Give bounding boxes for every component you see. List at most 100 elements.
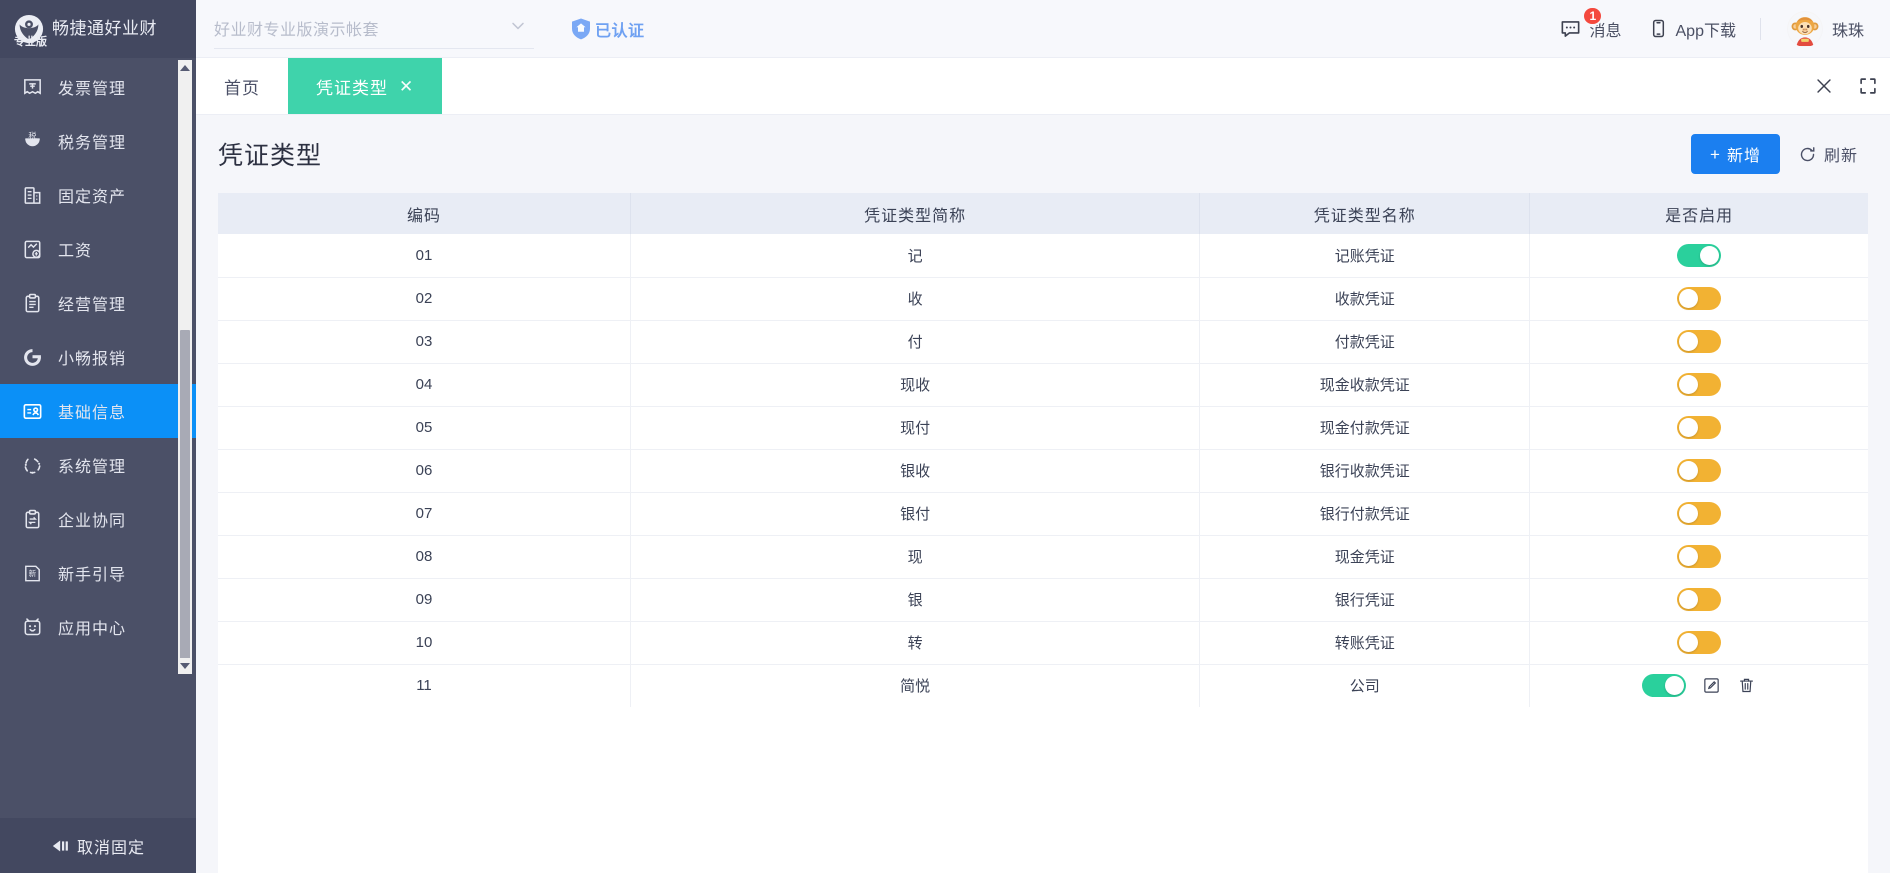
fullscreen-button[interactable] [1846, 58, 1890, 114]
tabbar-actions [1802, 58, 1890, 114]
tab-home[interactable]: 首页 [196, 58, 288, 114]
cell-name: 银行收款凭证 [1199, 449, 1531, 493]
cell-code: 04 [218, 363, 631, 407]
sidebar-item-system[interactable]: 系统管理 [0, 438, 196, 492]
delete-icon[interactable] [1737, 676, 1756, 695]
scroll-up-arrow-icon[interactable] [178, 60, 192, 76]
cell-enable [1529, 406, 1868, 450]
table-row[interactable]: 11 简悦 公司 [218, 664, 1868, 707]
cell-code: 10 [218, 621, 631, 665]
table-header-row: 编码 凭证类型简称 凭证类型名称 是否启用 [218, 193, 1868, 234]
sidebar-item-operations[interactable]: 经营管理 [0, 276, 196, 330]
table-row[interactable]: 10 转转账凭证 [218, 621, 1868, 665]
cell-name: 银行付款凭证 [1199, 492, 1531, 536]
sidebar-item-label: 税务管理 [58, 135, 127, 152]
enable-toggle[interactable] [1677, 330, 1722, 353]
enable-toggle[interactable] [1642, 674, 1687, 698]
close-all-tabs-button[interactable] [1802, 58, 1846, 114]
cell-enable [1529, 578, 1868, 622]
user-menu[interactable]: 珠珠 [1786, 10, 1864, 47]
table-row[interactable]: 07 银付 银行付款凭证 [218, 492, 1868, 536]
cell-abbr: 简悦 [630, 664, 1201, 707]
enable-toggle[interactable] [1677, 243, 1722, 267]
table-row[interactable]: 05 现付 现金付款凭证 [218, 406, 1868, 450]
sidebar-item-payroll[interactable]: 工资 [0, 222, 196, 276]
close-icon[interactable]: ✕ [399, 76, 415, 96]
column-header-name[interactable]: 凭证类型名称 [1199, 193, 1531, 234]
sidebar-item-label: 新手引导 [58, 567, 127, 584]
sidebar-item-app-center[interactable]: 应用中心 [0, 600, 196, 654]
add-button[interactable]: + 新增 [1691, 134, 1780, 174]
cell-name: 现金付款凭证 [1199, 406, 1531, 450]
table-row[interactable]: 02 收收款凭证 [218, 277, 1868, 321]
cell-abbr: 记 [630, 234, 1201, 278]
sidebar-scrollbar[interactable] [178, 60, 192, 674]
enable-toggle[interactable] [1677, 502, 1722, 525]
cell-code: 07 [218, 492, 631, 536]
brand-header[interactable]: 畅捷通好业财 专业版 [0, 0, 196, 58]
scroll-down-arrow-icon[interactable] [178, 658, 192, 674]
table-row[interactable]: 03 付付款凭证 [218, 320, 1868, 364]
cell-name: 转账凭证 [1199, 621, 1531, 665]
contact-card-icon [20, 399, 44, 423]
messages-button[interactable]: 消息 1 [1559, 5, 1622, 41]
sidebar-item-label: 工资 [58, 243, 93, 260]
table-row[interactable]: 04 现收 现金收款凭证 [218, 363, 1868, 407]
enable-toggle[interactable] [1677, 373, 1722, 396]
column-header-enable[interactable]: 是否启用 [1529, 193, 1868, 234]
page-content: 凭证类型 + 新增 刷新 [196, 115, 1890, 873]
table-body: 01 记记账凭证 02 收收款凭证 03 付付款凭证 04 现收 现金收款凭证 05 现付 现金付款凭… [218, 234, 1868, 707]
messages-label: 消息 [1589, 22, 1622, 40]
sidebar-item-reimbursement[interactable]: 小畅报销 [0, 330, 196, 384]
column-header-abbr[interactable]: 凭证类型简称 [630, 193, 1201, 234]
table-row[interactable]: 08 现现金凭证 [218, 535, 1868, 579]
sidebar-item-fixed-assets[interactable]: 固定资产 [0, 168, 196, 222]
account-selector[interactable]: 好业财专业版演示帐套 [214, 9, 534, 49]
sidebar-item-guide[interactable]: 新 新手引导 [0, 546, 196, 600]
enable-toggle[interactable] [1677, 588, 1722, 611]
column-header-code[interactable]: 编码 [218, 193, 631, 234]
toggle-knob [1679, 375, 1699, 394]
cell-name: 付款凭证 [1199, 320, 1531, 364]
enable-toggle[interactable] [1677, 631, 1722, 654]
cell-abbr: 转 [630, 621, 1201, 665]
tab-voucher-type[interactable]: 凭证类型 ✕ [288, 58, 443, 114]
edit-icon[interactable] [1702, 676, 1721, 695]
messages-badge: 1 [1582, 5, 1604, 26]
enable-toggle[interactable] [1677, 545, 1722, 568]
sidebar-item-label: 发票管理 [58, 81, 127, 98]
sidebar-item-basic-info[interactable]: 基础信息 [0, 384, 196, 438]
account-selector-value: 好业财专业版演示帐套 [214, 22, 380, 39]
sidebar-item-tax[interactable]: 税 税务管理 [0, 114, 196, 168]
cell-enable [1529, 234, 1868, 278]
cell-name: 收款凭证 [1199, 277, 1531, 321]
cell-name: 公司 [1199, 664, 1531, 707]
refresh-button[interactable]: 刷新 [1780, 134, 1868, 174]
toggle-knob [1679, 332, 1699, 351]
page-title: 凭证类型 [218, 142, 323, 170]
toggle-knob [1679, 418, 1699, 437]
cell-name: 现金收款凭证 [1199, 363, 1531, 407]
verified-badge[interactable]: 已认证 [570, 17, 645, 41]
scrollbar-thumb[interactable] [180, 330, 190, 670]
toggle-knob [1679, 633, 1699, 652]
enable-toggle[interactable] [1677, 459, 1722, 482]
enable-toggle[interactable] [1677, 416, 1722, 439]
app-download-button[interactable]: App下载 [1648, 17, 1736, 41]
table-row[interactable]: 09 银银行凭证 [218, 578, 1868, 622]
cell-abbr: 收 [630, 277, 1201, 321]
enable-toggle[interactable] [1677, 287, 1722, 310]
unpin-sidebar-button[interactable]: 取消固定 [0, 818, 196, 873]
cell-abbr: 现付 [630, 406, 1201, 450]
sidebar-item-collaboration[interactable]: 企业协同 [0, 492, 196, 546]
cell-code: 08 [218, 535, 631, 579]
table-row[interactable]: 01 记记账凭证 [218, 234, 1868, 278]
sidebar-item-invoice[interactable]: 发票管理 [0, 60, 196, 114]
shield-check-icon [570, 17, 592, 41]
reimburse-icon [20, 345, 44, 369]
brand-name: 畅捷通好业财 [52, 19, 157, 38]
svg-text:新: 新 [28, 567, 36, 577]
table-row[interactable]: 06 银收 银行收款凭证 [218, 449, 1868, 493]
sidebar-item-label: 基础信息 [58, 405, 127, 422]
